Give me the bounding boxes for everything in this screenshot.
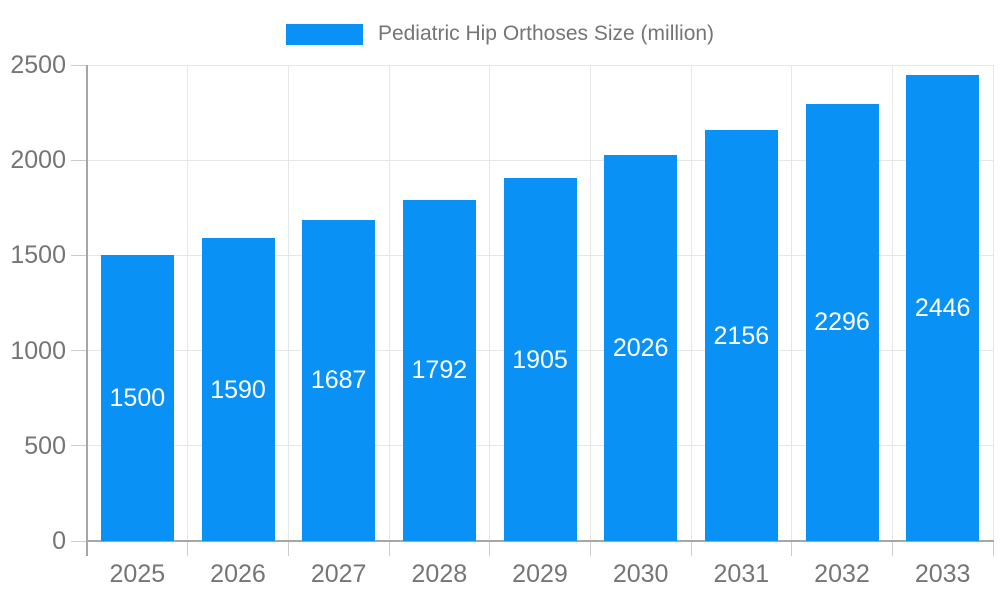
bar-value-label: 2446 (914, 294, 971, 323)
y-gridline (87, 159, 993, 161)
x-axis-label: 2033 (914, 560, 971, 588)
x-gridline (187, 65, 189, 541)
bar-value-label: 1905 (512, 345, 568, 374)
y-axis-label: 1000 (10, 336, 66, 365)
x-gridline (992, 65, 994, 541)
y-axis-tick (71, 540, 87, 542)
y-axis-label: 2500 (10, 51, 66, 79)
x-axis-label: 2032 (814, 560, 870, 588)
x-axis-label: 2025 (109, 560, 166, 588)
x-gridline (589, 65, 591, 541)
x-axis-tick (992, 541, 994, 556)
bar-value-label: 2156 (713, 321, 770, 350)
x-axis-line (86, 540, 994, 542)
x-axis-tick (388, 541, 390, 556)
bar[interactable] (704, 130, 778, 541)
y-axis-tick (71, 159, 87, 161)
bar[interactable] (100, 255, 174, 541)
x-axis-label: 2028 (411, 560, 468, 588)
bar[interactable] (201, 238, 275, 541)
y-axis-label: 1500 (10, 241, 66, 270)
bar[interactable] (503, 178, 577, 541)
x-axis-label: 2031 (713, 560, 770, 588)
legend[interactable]: Pediatric Hip Orthoses Size (million) (0, 22, 1000, 46)
x-gridline (388, 65, 390, 541)
bar-value-label: 1590 (210, 375, 266, 404)
y-axis-label: 0 (52, 527, 66, 555)
x-axis-tick (891, 541, 893, 556)
x-gridline (690, 65, 692, 541)
bar-value-label: 1792 (411, 356, 468, 385)
bar-value-label: 1687 (310, 366, 367, 395)
bar[interactable] (302, 219, 376, 541)
y-axis-tick (71, 254, 87, 256)
x-axis-tick (489, 541, 491, 556)
y-axis-line (86, 65, 88, 556)
x-axis-tick (187, 541, 189, 556)
x-axis-label: 2030 (612, 560, 669, 588)
x-axis-label: 2026 (210, 560, 266, 588)
y-axis-label: 500 (24, 431, 66, 460)
x-gridline (287, 65, 289, 541)
y-axis-tick (71, 64, 87, 66)
y-axis-tick (71, 445, 87, 447)
y-axis-tick (71, 350, 87, 352)
x-axis-tick (791, 541, 793, 556)
x-axis-tick (690, 541, 692, 556)
y-gridline (87, 64, 993, 66)
legend-swatch (285, 23, 363, 45)
x-gridline (791, 65, 793, 541)
bar[interactable] (604, 155, 678, 541)
x-gridline (489, 65, 491, 541)
legend-label: Pediatric Hip Orthoses Size (million) (377, 22, 715, 45)
x-axis-label: 2027 (310, 560, 367, 588)
bar-value-label: 2026 (612, 334, 669, 363)
bar[interactable] (805, 103, 879, 541)
x-axis-tick (589, 541, 591, 556)
x-axis-tick (287, 541, 289, 556)
x-axis-label: 2029 (512, 560, 568, 588)
bar[interactable] (906, 75, 980, 541)
bar[interactable] (402, 199, 476, 541)
y-axis-label: 2000 (10, 146, 66, 175)
bar-value-label: 1500 (109, 384, 166, 413)
x-gridline (891, 65, 893, 541)
bar-value-label: 2296 (814, 308, 870, 337)
